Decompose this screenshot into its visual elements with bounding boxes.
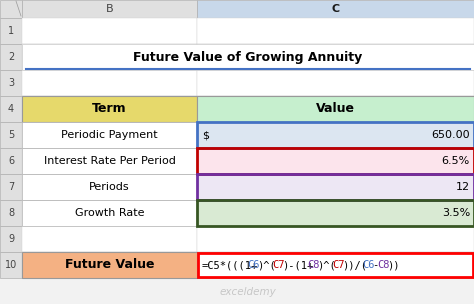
Text: Future Value: Future Value [65,258,154,271]
Text: 7: 7 [8,182,14,192]
Bar [22,0,197,18]
Text: )^(: )^( [317,260,336,270]
Bar [22,96,197,122]
Text: 9: 9 [8,234,14,244]
Text: 12: 12 [456,182,470,192]
Bar [197,174,474,200]
Text: 6: 6 [8,156,14,166]
Bar [0,252,22,278]
Bar [197,44,474,70]
Bar [198,253,473,277]
Bar [22,70,197,96]
Text: C: C [331,4,339,14]
Bar [0,174,22,200]
Text: 8: 8 [8,208,14,218]
Bar [22,200,197,226]
Bar [197,148,474,174]
Bar [22,148,197,174]
Text: B: B [106,4,113,14]
Text: 2: 2 [8,52,14,62]
Text: C6: C6 [247,260,259,270]
Bar [197,226,474,252]
Bar [22,96,197,122]
Bar [197,200,474,226]
Bar [0,0,22,18]
Bar [197,148,474,174]
Text: -: - [372,260,378,270]
Text: Periods: Periods [89,182,130,192]
Bar [0,226,22,252]
Bar [197,96,474,122]
Text: 1: 1 [8,26,14,36]
Text: =C5*(((1+: =C5*(((1+ [202,260,258,270]
Bar [22,200,197,226]
Text: )): )) [387,260,400,270]
Bar [197,18,474,44]
Bar [22,174,197,200]
Bar [197,200,474,226]
Bar [22,226,197,252]
Text: 5: 5 [8,130,14,140]
Bar [197,174,474,200]
Bar [22,252,197,278]
Text: $: $ [202,130,209,140]
Text: exceldemy: exceldemy [219,287,276,297]
Bar [197,174,474,200]
Bar [197,252,474,278]
Text: Growth Rate: Growth Rate [75,208,144,218]
Bar [22,44,197,70]
Bar [0,122,22,148]
Text: Future Value of Growing Annuity: Future Value of Growing Annuity [133,50,363,64]
Bar [22,18,197,44]
Text: Term: Term [92,102,127,116]
Bar [0,18,22,44]
Bar [0,44,22,70]
Bar [22,252,197,278]
Text: Value: Value [316,102,355,116]
Text: C8: C8 [377,260,390,270]
Text: Interest Rate Per Period: Interest Rate Per Period [44,156,175,166]
Text: 10: 10 [5,260,17,270]
Bar [22,122,197,148]
Text: )^(: )^( [257,260,276,270]
Bar [22,148,197,174]
Text: Periodic Payment: Periodic Payment [61,130,158,140]
Text: 650.00: 650.00 [431,130,470,140]
Bar [0,148,22,174]
Bar [197,122,474,148]
Bar [197,252,474,278]
Bar [197,122,474,148]
Text: 6.5%: 6.5% [442,156,470,166]
Bar [197,96,474,122]
Text: C7: C7 [272,260,284,270]
Bar [197,70,474,96]
Text: )-(1+: )-(1+ [282,260,313,270]
Bar [197,0,474,18]
Text: 3: 3 [8,78,14,88]
Text: C8: C8 [307,260,319,270]
Bar [0,96,22,122]
Bar [197,200,474,226]
Bar [22,122,197,148]
Text: 4: 4 [8,104,14,114]
Bar [22,174,197,200]
Text: 3.5%: 3.5% [442,208,470,218]
Bar [0,200,22,226]
Bar [0,70,22,96]
Bar [197,122,474,148]
Text: ))/(: ))/( [342,260,367,270]
Text: C6: C6 [362,260,374,270]
Text: C7: C7 [332,260,345,270]
Bar [22,44,474,70]
Bar [197,148,474,174]
